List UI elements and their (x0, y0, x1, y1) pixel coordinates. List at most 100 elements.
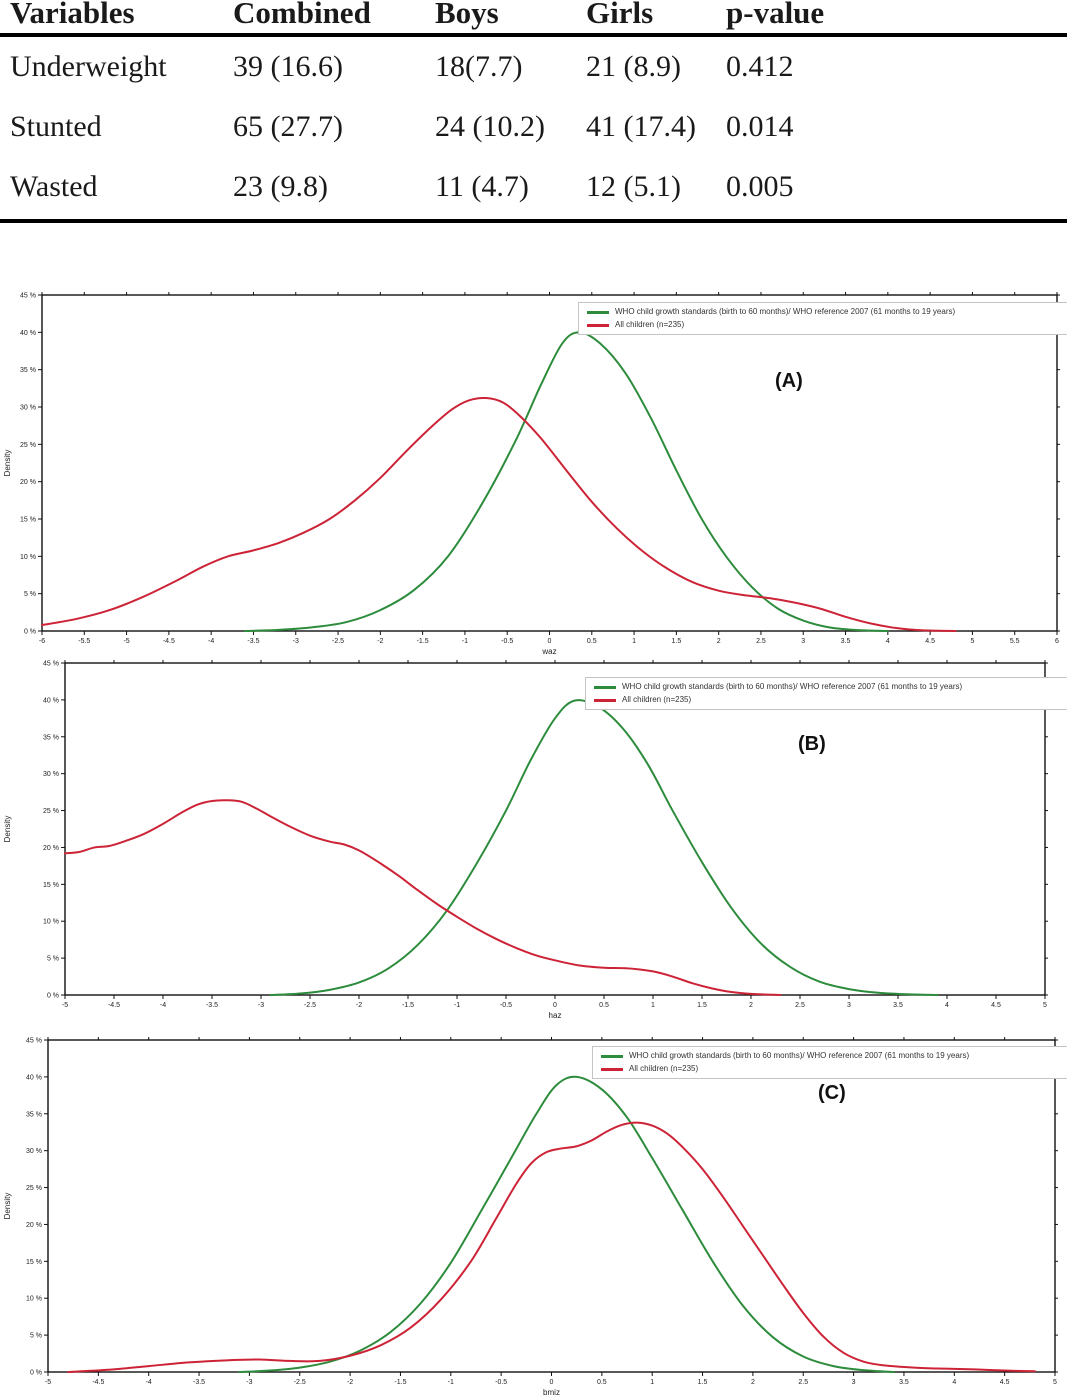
chart-panel-a: -6 -5.5 -5 -4.5 -4 -3.5 -3 -2.5 -2 -1.5 -1 -0.5 0 0.5… (0, 282, 1067, 655)
y-tick-label: 15 % (26, 1259, 42, 1266)
x-tick-label: 1.5 (697, 1002, 707, 1009)
x-tick-label: -2.5 (332, 638, 344, 645)
col-header-girls: Girls (586, 0, 654, 30)
x-tick-label: -2 (356, 1002, 362, 1009)
x-tick-label: -3 (246, 1379, 252, 1386)
col-header-pvalue: p-value (726, 0, 825, 30)
x-tick-label: -3.5 (247, 638, 259, 645)
legend-row-children: All children (n=235) (601, 1064, 1061, 1074)
x-tick-label: 5.5 (1010, 638, 1020, 645)
y-tick-label: 30 % (26, 1148, 42, 1155)
summary-table: Variables Combined Boys Girls p-value Un… (0, 0, 1067, 223)
x-tick-label: -4.5 (108, 1002, 120, 1009)
y-tick-label: 25 % (20, 442, 36, 449)
all-children-curve (64, 799, 782, 996)
y-tick-label: 40 % (26, 1074, 42, 1081)
y-tick-label: 20 % (43, 845, 59, 852)
x-tick-label: 6 (1055, 638, 1059, 645)
legend-swatch-children (601, 1067, 623, 1071)
who-reference-curve (238, 1075, 895, 1373)
y-tick-label: 15 % (20, 517, 36, 524)
x-tick-label: 5 (1043, 1002, 1047, 1009)
table-body: Underweight 39 (16.6) 18(7.7) 21 (8.9) 0… (0, 37, 1067, 217)
table-bottom-rule (0, 219, 1067, 223)
x-tick-label: 1.5 (672, 638, 682, 645)
y-tick-label: 30 % (43, 771, 59, 778)
cell-pvalue: 0.014 (726, 110, 794, 143)
x-tick-label: 4.5 (991, 1002, 1001, 1009)
x-tick-label: -1.5 (417, 638, 429, 645)
x-tick-label: -2.5 (304, 1002, 316, 1009)
chart-panel-c: -5 -4.5 -4 -3.5 -3 -2.5 -2 -1.5 -1 -0.5 0 0.5 1 1.5 2 2… (0, 1020, 1067, 1395)
x-tick-label: -5 (123, 638, 129, 645)
x-tick-label: -2.5 (294, 1379, 306, 1386)
legend-label-who: WHO child growth standards (birth to 60 … (615, 307, 956, 316)
x-tick-label: 3 (801, 638, 805, 645)
x-tick-label: -0.5 (500, 1002, 512, 1009)
plot-border (41, 294, 1058, 632)
y-tick-label: 0 % (24, 629, 36, 636)
x-tick-label: 1 (632, 638, 636, 645)
y-tick-label: 35 % (26, 1111, 42, 1118)
x-tick-label: -2 (377, 638, 383, 645)
x-tick-label: 3 (847, 1002, 851, 1009)
who-reference-curve (269, 699, 939, 996)
x-tick-label: -1.5 (402, 1002, 414, 1009)
x-tick-label: 0.5 (599, 1002, 609, 1009)
legend-swatch-who (594, 685, 616, 689)
x-tick-label: 0.5 (587, 638, 597, 645)
y-tick-label: 5 % (24, 591, 36, 598)
panel-label-a: (A) (775, 370, 803, 392)
cell-boys: 18(7.7) (435, 50, 523, 83)
x-tick-label: 2.5 (798, 1379, 808, 1386)
x-tick-label: -0.5 (501, 638, 513, 645)
y-tick-label: 35 % (43, 734, 59, 741)
cell-girls: 21 (8.9) (586, 50, 681, 83)
table-row: Underweight 39 (16.6) 18(7.7) 21 (8.9) 0… (0, 37, 1067, 97)
x-tick-label: 4 (886, 638, 890, 645)
y-tick-label: 5 % (30, 1333, 42, 1340)
legend-label-who: WHO child growth standards (birth to 60 … (629, 1051, 970, 1060)
x-tick-label: -1.5 (394, 1379, 406, 1386)
table-row: Wasted 23 (9.8) 11 (4.7) 12 (5.1) 0.005 (0, 157, 1067, 217)
x-tick-label: 3 (852, 1379, 856, 1386)
x-tick-label: -0.5 (495, 1379, 507, 1386)
x-tick-label: 0 (550, 1379, 554, 1386)
legend-swatch-who (601, 1054, 623, 1058)
chart-panel-b: -5 -4.5 -4 -3.5 -3 -2.5 -2 -1.5 -1 -0.5 0 0.5 1 1.5 2 2… (0, 655, 1067, 1020)
col-header-variables: Variables (10, 0, 135, 30)
x-tick-label: 4.5 (1000, 1379, 1010, 1386)
density-plot-c-svg: -5 -4.5 -4 -3.5 -3 -2.5 -2 -1.5 -1 -0.5 0 0.5 1 1.5 2 2… (3, 1037, 1058, 1395)
y-tick-label: 45 % (26, 1038, 42, 1045)
y-tick-label: 15 % (43, 882, 59, 889)
y-tick-label: 10 % (43, 919, 59, 926)
cell-combined: 65 (27.7) (233, 110, 343, 143)
y-tick-label: 45 % (20, 293, 36, 300)
x-tick-label: -4.5 (92, 1379, 104, 1386)
cell-girls: 41 (17.4) (586, 110, 696, 143)
x-tick-label: 1 (650, 1379, 654, 1386)
density-plot-a-svg: -6 -5.5 -5 -4.5 -4 -3.5 -3 -2.5 -2 -1.5 -1 -0.5 0 0.5… (3, 292, 1060, 655)
cell-combined: 23 (9.8) (233, 170, 328, 203)
y-tick-label: 25 % (26, 1185, 42, 1192)
cell-pvalue: 0.005 (726, 170, 794, 203)
legend-label-children: All children (n=235) (615, 320, 685, 329)
x-tick-label: 5 (970, 638, 974, 645)
legend: WHO child growth standards (birth to 60 … (592, 1046, 1067, 1079)
x-tick-label: 1 (651, 1002, 655, 1009)
legend-label-who: WHO child growth standards (birth to 60 … (622, 682, 963, 691)
x-tick-label: -4 (146, 1379, 152, 1386)
legend-label-children: All children (n=235) (629, 1064, 699, 1073)
legend-row-who: WHO child growth standards (birth to 60 … (594, 682, 1060, 692)
x-tick-label: 0.5 (597, 1379, 607, 1386)
table-row: Stunted 65 (27.7) 24 (10.2) 41 (17.4) 0.… (0, 97, 1067, 157)
x-tick-label: 0 (548, 638, 552, 645)
x-axis-title: waz (541, 647, 556, 655)
y-tick-label: 45 % (43, 661, 59, 668)
x-tick-label: 1.5 (698, 1379, 708, 1386)
legend: WHO child growth standards (birth to 60 … (585, 677, 1067, 710)
x-tick-label: 0 (553, 1002, 557, 1009)
y-tick-label: 35 % (20, 367, 36, 374)
x-tick-label: -3.5 (193, 1379, 205, 1386)
